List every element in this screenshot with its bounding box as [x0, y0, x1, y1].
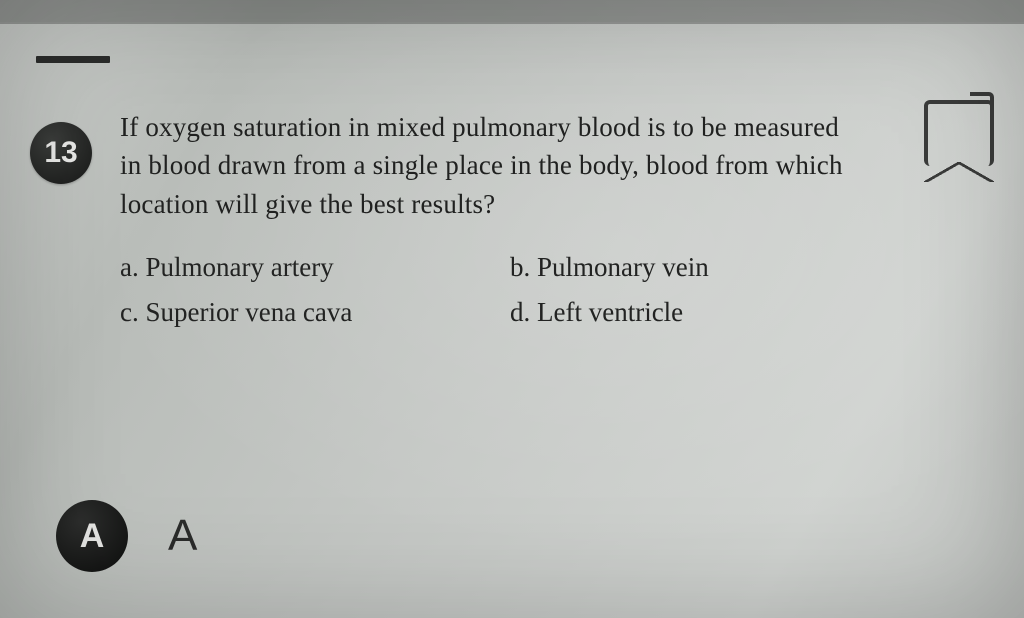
page-top-shadow	[0, 0, 1024, 24]
option-a[interactable]: a. Pulmonary artery	[120, 252, 470, 283]
question-text: If oxygen saturation in mixed pulmonary …	[120, 108, 860, 223]
answer-row: A A	[56, 500, 197, 572]
answer-letter: A	[168, 511, 197, 561]
answer-badge: A	[56, 500, 128, 572]
exam-page: 13 If oxygen saturation in mixed pulmona…	[0, 0, 1024, 618]
question-number-badge: 13	[30, 122, 92, 184]
option-d[interactable]: d. Left ventricle	[510, 297, 860, 328]
option-c[interactable]: c. Superior vena cava	[120, 297, 470, 328]
options-grid: a. Pulmonary artery b. Pulmonary vein c.…	[120, 252, 860, 328]
option-b[interactable]: b. Pulmonary vein	[510, 252, 860, 283]
question-row: 13 If oxygen saturation in mixed pulmona…	[30, 108, 994, 223]
section-rule	[36, 56, 110, 63]
